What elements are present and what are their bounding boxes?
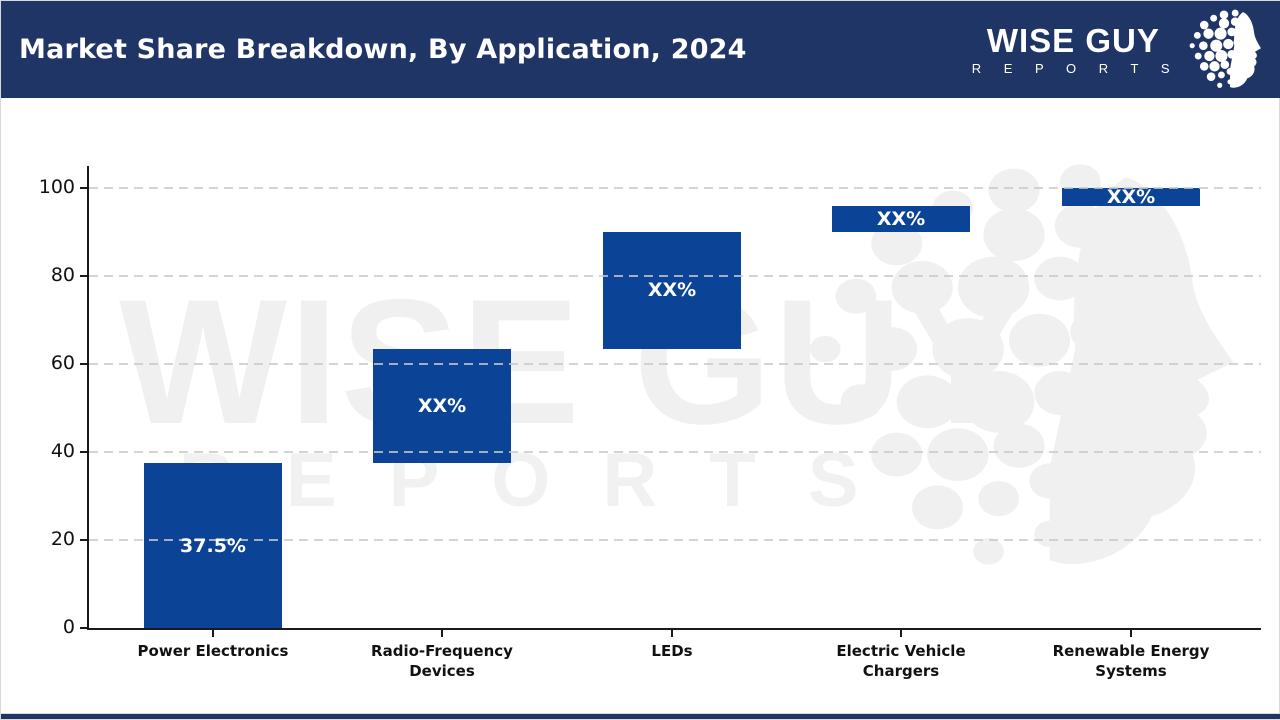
grid-line bbox=[89, 363, 1261, 365]
y-axis-line bbox=[87, 166, 89, 630]
x-category-label: Power Electronics bbox=[137, 642, 289, 660]
grid-line bbox=[89, 451, 1261, 453]
y-tick-label: 20 bbox=[50, 528, 75, 550]
x-axis-tick bbox=[671, 630, 673, 637]
logo-text: WISE GUY R E P O R T S bbox=[968, 22, 1179, 77]
y-axis-tick bbox=[80, 451, 88, 453]
y-tick-label: 40 bbox=[50, 440, 75, 462]
bar-segment bbox=[373, 348, 511, 463]
x-category-label: LEDs bbox=[651, 642, 693, 660]
y-axis-tick bbox=[80, 275, 88, 277]
bar-segment bbox=[144, 463, 282, 628]
header: Market Share Breakdown, By Application, … bbox=[1, 1, 1280, 98]
footer-strip bbox=[1, 713, 1280, 719]
wise-guy-logo: WISE GUY R E P O R T S bbox=[968, 5, 1267, 95]
y-tick-label: 60 bbox=[50, 352, 75, 374]
y-tick-label: 0 bbox=[62, 616, 75, 638]
logo-subtitle: R E P O R T S bbox=[971, 61, 1179, 76]
y-tick-label: 80 bbox=[50, 264, 75, 286]
x-axis-tick bbox=[441, 630, 443, 637]
x-axis-tick bbox=[900, 630, 902, 637]
x-axis-tick bbox=[1130, 630, 1132, 637]
x-category-label: Radio-Frequency Devices bbox=[371, 642, 513, 680]
y-axis-tick bbox=[80, 363, 88, 365]
grid-line bbox=[89, 275, 1261, 277]
bar-segment bbox=[1062, 188, 1200, 206]
y-axis-tick bbox=[80, 539, 88, 541]
y-axis-tick bbox=[80, 627, 88, 629]
page-title: Market Share Breakdown, By Application, … bbox=[19, 34, 747, 65]
logo-wordmark: WISE GUY bbox=[986, 22, 1160, 59]
x-axis-tick bbox=[212, 630, 214, 637]
x-axis-line bbox=[87, 628, 1261, 630]
grid-line bbox=[89, 539, 1261, 541]
bar-segment bbox=[603, 232, 741, 349]
wise-guy-head-icon bbox=[1189, 9, 1261, 88]
grid-line bbox=[89, 187, 1261, 189]
bar-segment bbox=[832, 205, 970, 232]
x-category-label: Electric Vehicle Chargers bbox=[836, 642, 966, 680]
y-tick-label: 100 bbox=[38, 176, 75, 198]
x-category-label: Renewable Energy Systems bbox=[1052, 642, 1210, 680]
y-axis-tick bbox=[80, 187, 88, 189]
